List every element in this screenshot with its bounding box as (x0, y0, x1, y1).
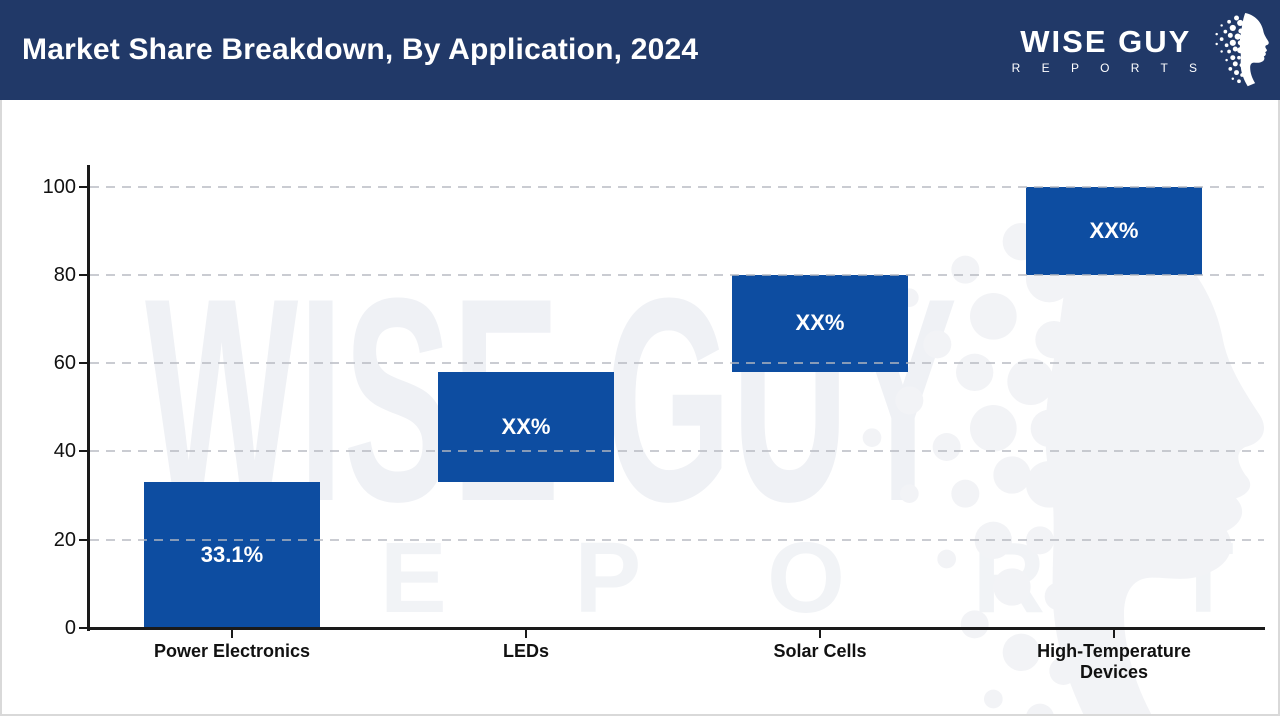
bar-value-label-0: 33.1% (200, 541, 264, 567)
gridline-40 (90, 450, 1264, 453)
y-tick-label-60: 60 (53, 352, 76, 375)
y-tick-60 (79, 362, 87, 365)
gridline-100 (90, 185, 1264, 188)
y-tick-20 (79, 538, 87, 541)
bar-value-label-1: XX% (501, 413, 551, 439)
x-tick-1 (525, 630, 527, 638)
x-tick-2 (819, 630, 821, 638)
category-label-0: Power Electronics (153, 641, 311, 661)
value-labels-layer: 33.1% XX% XX% XX% (2, 100, 1278, 714)
x-axis-spine (87, 627, 1265, 630)
brand-face-icon (1208, 6, 1270, 92)
brand-logo-text: WISE GUY R E P O R T S (1006, 26, 1206, 75)
y-tick-label-80: 80 (53, 263, 76, 286)
brand-subtitle: R E P O R T S (1011, 60, 1206, 75)
gridline-80 (90, 273, 1264, 276)
page-title: Market Share Breakdown, By Application, … (22, 33, 699, 66)
chart-area: WISE GUY R E P O R T S 020406080100Power… (0, 100, 1280, 716)
y-axis-spine (87, 165, 90, 631)
header-bar: Market Share Breakdown, By Application, … (0, 0, 1280, 100)
y-tick-80 (79, 273, 87, 276)
bar-value-label-3: XX% (1089, 217, 1139, 243)
gridline-60 (90, 362, 1264, 365)
bar-0 (144, 481, 320, 628)
bar-value-label-2: XX% (795, 310, 845, 336)
y-tick-label-0: 0 (64, 617, 76, 639)
y-tick-40 (79, 450, 87, 453)
category-label-2: Solar Cells (773, 641, 867, 661)
grid-layer (2, 100, 1278, 714)
x-tick-0 (231, 630, 233, 638)
bar-1 (438, 371, 614, 482)
gridline-20 (90, 538, 1264, 541)
y-tick-label-40: 40 (53, 440, 76, 463)
y-tick-100 (79, 185, 87, 188)
category-label-1: LEDs (502, 641, 549, 661)
y-tick-0 (79, 627, 87, 629)
y-tick-label-100: 100 (42, 175, 76, 198)
brand-logo: WISE GUY R E P O R T S (1006, 0, 1270, 100)
brand-wordmark: WISE GUY (1020, 23, 1192, 59)
y-tick-label-20: 20 (53, 528, 76, 551)
